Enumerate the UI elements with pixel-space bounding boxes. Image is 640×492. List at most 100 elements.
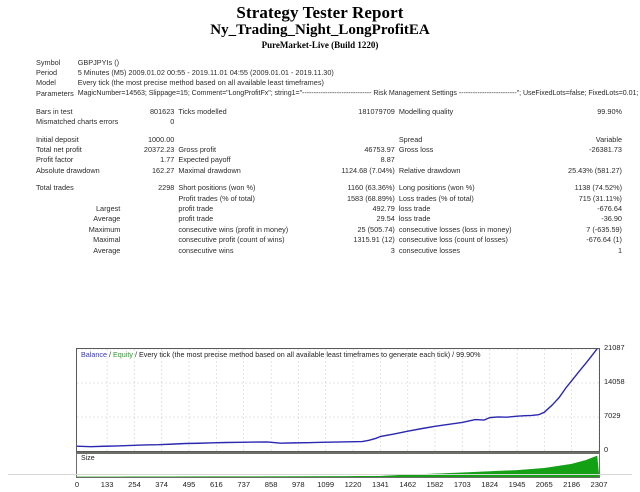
- max-consecutive-losses-value: 7 (-635.59): [586, 224, 622, 234]
- modelling-quality-label: Modelling quality: [398, 106, 454, 116]
- chart-zero-axis: [76, 452, 600, 454]
- table-row-average-consecutive: Average consecutive wins 3 consecutive l…: [8, 245, 632, 255]
- modelling-quality-value: 99.90%: [597, 106, 622, 116]
- table-row-profit-factor: Profit factor 1.77 Expected payoff 8.87: [8, 155, 632, 165]
- mismatched-charts-errors-value: 0: [170, 116, 175, 126]
- ea-name: Ny_Trading_Night_LongProfitEA: [210, 22, 430, 38]
- ticks-modelled-label: Ticks modelled: [178, 106, 227, 116]
- empty-cell: [8, 193, 120, 203]
- chart-y-tick-label: 14058: [604, 377, 625, 386]
- largest-loss-trade-label: loss trade: [398, 204, 431, 214]
- total-net-profit-label: Total net profit: [36, 144, 82, 154]
- chart-x-tick-label: 1220: [344, 480, 362, 489]
- short-positions-value: 1160 (63.36%): [347, 183, 395, 193]
- period-label: Period: [36, 67, 58, 77]
- chart-x-tick-label: 374: [155, 480, 168, 489]
- model-value: Every tick (the most precise method base…: [77, 78, 324, 88]
- table-row-total-net-profit: Total net profit 20372.23 Gross profit 4…: [8, 144, 632, 154]
- average-consecutive-wins-value: 3: [390, 245, 395, 255]
- maximal-consecutive-profit-label: consecutive profit (count of wins): [178, 235, 285, 245]
- parameters-label: Parameters: [36, 88, 74, 98]
- average-profit-trade-value: 29.54: [376, 214, 395, 224]
- empty-cell: [120, 193, 176, 203]
- average-loss-trade-value: -36.90: [601, 214, 622, 224]
- empty-cell: [323, 134, 397, 144]
- max-consecutive-losses-label: consecutive losses (loss in money): [398, 224, 512, 234]
- broker-server-build: PureMarket-Live (Build 1220): [261, 40, 379, 50]
- chart-x-tick-label: 133: [100, 480, 114, 489]
- chart-x-tick-label: 254: [128, 480, 141, 489]
- profit-trades-label: Profit trades (% of total): [178, 193, 255, 203]
- chart-x-tick-label: 978: [291, 480, 305, 489]
- average-profit-trade-label: profit trade: [178, 214, 214, 224]
- total-trades-label: Total trades: [36, 183, 74, 193]
- gross-profit-value: 46753.97: [364, 144, 395, 154]
- average-consecutive-wins-label: consecutive wins: [178, 245, 234, 255]
- empty-cell: [323, 116, 397, 126]
- spacer: [8, 99, 640, 106]
- chart-x-tick-label: 616: [210, 480, 223, 489]
- maximal-drawdown-value: 1124.68 (7.04%): [341, 165, 395, 175]
- table-row-largest: Largest profit trade 492.79 loss trade -…: [8, 203, 632, 213]
- max-consecutive-wins-value: 25 (505.74): [357, 224, 395, 234]
- maximal-drawdown-label: Maximal drawdown: [178, 165, 241, 175]
- chart-x-tick-label: 1341: [371, 480, 389, 489]
- spacer: [8, 175, 632, 182]
- long-positions-value: 1138 (74.52%): [574, 183, 622, 193]
- loss-trades-label: Loss trades (% of total): [398, 193, 474, 203]
- empty-cell: [547, 155, 632, 165]
- equity-chart: Balance / Equity / Every tick (the most …: [8, 344, 632, 490]
- absolute-drawdown-value: 162.27: [152, 165, 175, 175]
- period-value: 5 Minutes (M5) 2009.01.02 00:55 - 2019.1…: [77, 67, 334, 77]
- legend-separator: /: [108, 350, 111, 359]
- mismatched-charts-errors-label: Mismatched charts errors: [36, 116, 119, 126]
- expected-payoff-label: Expected payoff: [178, 155, 231, 165]
- bars-in-test-value: 801623: [149, 106, 175, 116]
- model-label: Model: [36, 78, 56, 88]
- maximum-label: Maximum: [88, 224, 121, 234]
- page-title: Strategy Tester Report: [236, 3, 404, 22]
- balance-chart-plot-area: Balance / Equity / Every tick (the most …: [76, 348, 600, 452]
- gross-loss-value: -26381.73: [589, 144, 622, 154]
- max-consecutive-wins-label: consecutive wins (profit in money): [178, 224, 289, 234]
- empty-cell: [176, 134, 323, 144]
- table-row-maximum-consecutive: Maximum consecutive wins (profit in mone…: [8, 224, 632, 234]
- empty-cell: [397, 116, 547, 126]
- loss-trades-value: 715 (31.11%): [578, 193, 622, 203]
- empty-cell: [120, 224, 176, 234]
- expected-payoff-value: 8.87: [380, 155, 395, 165]
- table-row-parameters: Parameters MagicNumber=14563; Slippage=1…: [8, 88, 640, 99]
- initial-deposit-value: 1000.00: [147, 134, 175, 144]
- table-row-model: Model Every tick (the most precise metho…: [8, 78, 640, 88]
- maximal-consecutive-loss-value: -676.64 (1): [586, 235, 622, 245]
- chart-x-tick-label: 1945: [508, 480, 526, 489]
- profit-factor-label: Profit factor: [36, 155, 74, 165]
- chart-y-axis-labels: 0 7029 14058 21087: [604, 344, 640, 458]
- relative-drawdown-value: 25.43% (581.27): [568, 165, 622, 175]
- empty-cell: [120, 214, 176, 224]
- average-loss-trade-label: loss trade: [398, 214, 431, 224]
- gross-loss-label: Gross loss: [398, 144, 434, 154]
- report-info-table: Symbol GBPJPYIs () Period 5 Minutes (M5)…: [8, 57, 640, 106]
- average-consecutive-losses-label: consecutive losses: [398, 245, 461, 255]
- table-row-initial-deposit: Initial deposit 1000.00 Spread Variable: [8, 134, 632, 144]
- balance-curve: [77, 349, 599, 451]
- initial-deposit-label: Initial deposit: [36, 134, 79, 144]
- legend-equity: Equity: [112, 350, 133, 359]
- empty-cell: [547, 116, 632, 126]
- table-row-absolute-drawdown: Absolute drawdown 162.27 Maximal drawdow…: [8, 165, 632, 175]
- table-row-bars-in-test: Bars in test 801623 Ticks modelled 18107…: [8, 106, 632, 116]
- spacer: [8, 127, 632, 134]
- chart-y-tick-label: 7029: [604, 411, 621, 420]
- table-row-maximal-consecutive: Maximal consecutive profit (count of win…: [8, 235, 632, 245]
- chart-y-tick-label: 0: [604, 445, 609, 454]
- legend-balance: Balance: [81, 350, 107, 359]
- chart-x-tick-label: 1099: [317, 480, 335, 489]
- table-row-average: Average profit trade 29.54 loss trade -3…: [8, 214, 632, 224]
- chart-x-tick-label: 737: [237, 480, 251, 489]
- maximal-consecutive-profit-value: 1315.91 (12): [353, 235, 395, 245]
- legend-model-description: Every tick (the most precise method base…: [138, 350, 481, 359]
- report-header: Strategy Tester Report Ny_Trading_Night_…: [0, 0, 640, 51]
- size-chart-label: Size: [81, 455, 95, 462]
- maximal-consecutive-loss-label: consecutive loss (count of losses): [398, 235, 508, 245]
